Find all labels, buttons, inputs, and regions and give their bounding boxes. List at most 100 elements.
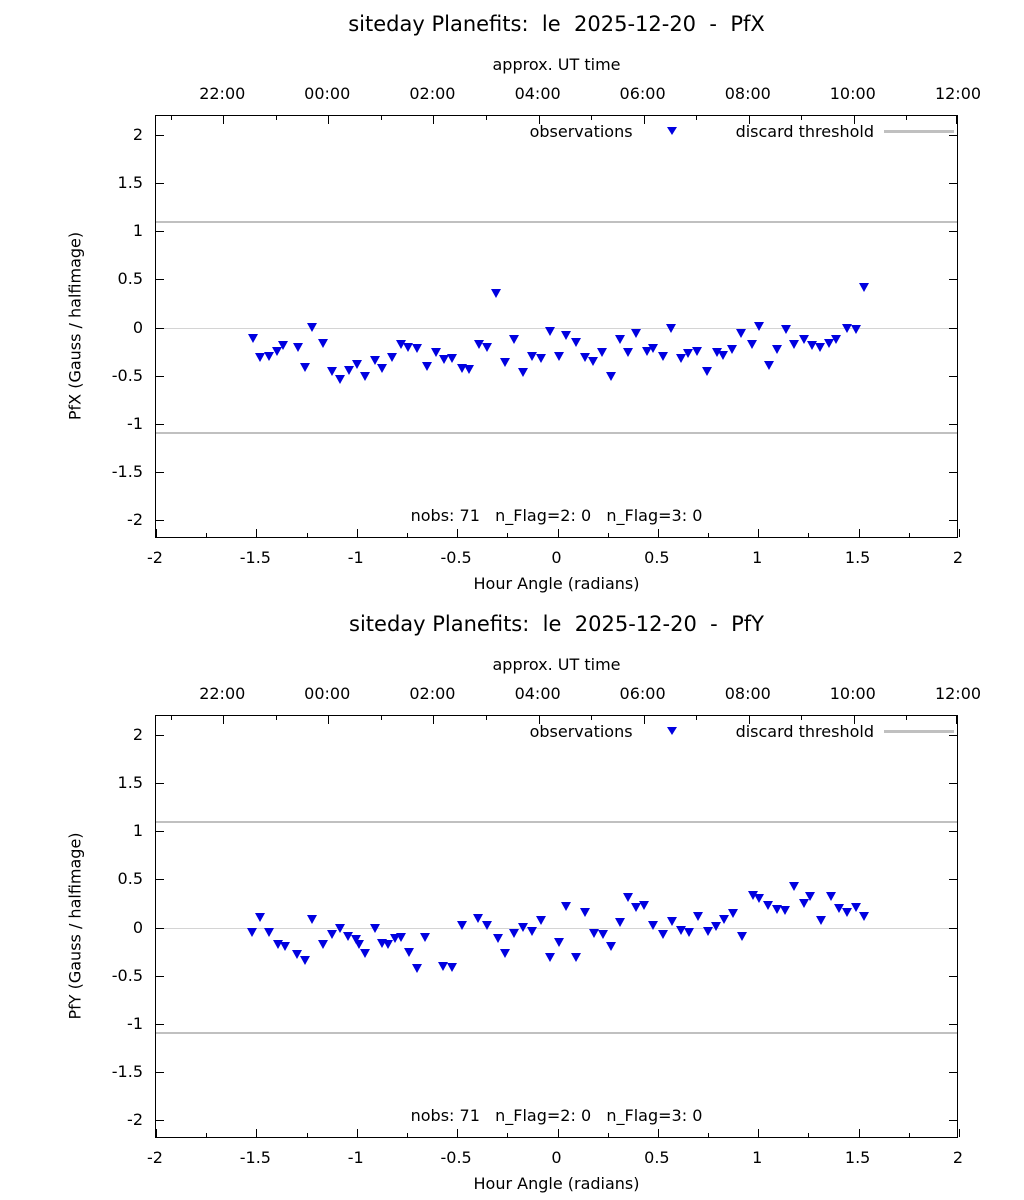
y-tick — [156, 279, 164, 281]
legend-observations-label: observations — [529, 121, 633, 141]
data-point — [263, 352, 274, 362]
data-point — [763, 901, 774, 911]
data-point — [482, 342, 493, 352]
x2-minor-tick — [275, 716, 277, 720]
y-tick-right — [949, 975, 957, 977]
data-point — [377, 938, 388, 948]
y-tick-right — [949, 735, 957, 737]
x2-minor-tick — [696, 116, 698, 120]
data-point — [354, 939, 365, 949]
y-tick — [156, 735, 164, 737]
data-point — [437, 961, 448, 971]
y-tick — [156, 927, 164, 929]
x2-tick-label: 08:00 — [724, 684, 771, 703]
x-tick — [557, 1129, 559, 1137]
y-tick-right — [949, 1119, 957, 1121]
data-point — [631, 903, 642, 913]
y-tick-right — [949, 231, 957, 233]
data-point — [369, 924, 380, 934]
triangle-down-icon — [666, 127, 678, 135]
data-point — [412, 963, 423, 973]
data-point — [430, 348, 441, 358]
data-point — [675, 354, 686, 364]
data-point — [842, 908, 853, 918]
data-point — [824, 338, 835, 348]
data-point — [676, 926, 687, 936]
data-point — [272, 346, 283, 356]
data-point — [736, 329, 747, 339]
x-tick-label: -0.5 — [440, 548, 472, 567]
legend: observations discard threshold — [530, 721, 954, 741]
data-point — [772, 905, 783, 915]
data-point — [851, 325, 862, 335]
legend-threshold-label: discard threshold — [735, 121, 874, 141]
x-tick — [657, 1129, 659, 1137]
x-tick-label: -1.5 — [239, 548, 271, 567]
data-point — [473, 913, 484, 923]
data-point — [693, 911, 704, 921]
data-point — [536, 354, 547, 364]
data-point — [351, 935, 362, 945]
pfy-chart: siteday Planefits: le 2025-12-20 - PfY a… — [0, 600, 1024, 1200]
pfx-chart: siteday Planefits: le 2025-12-20 - PfX a… — [66, 12, 982, 593]
data-point — [360, 371, 371, 381]
x-tick-label: 0 — [551, 548, 562, 567]
y-tick-right — [949, 519, 957, 521]
x2-tick — [328, 716, 330, 724]
data-point — [579, 908, 590, 918]
data-point — [499, 358, 510, 368]
data-point — [597, 930, 608, 940]
data-point — [307, 914, 318, 924]
data-point — [638, 901, 649, 911]
data-point — [614, 917, 625, 927]
data-point — [255, 353, 266, 363]
x-tick — [256, 529, 258, 537]
y-tick-right — [949, 375, 957, 377]
x-minor-tick — [808, 533, 810, 537]
data-point — [457, 363, 468, 373]
y-tick-label: -0.5 — [111, 365, 143, 385]
y-tick-label: 1 — [132, 221, 143, 241]
x2-tick — [538, 716, 540, 724]
x-tick-label: -2 — [147, 1148, 163, 1167]
data-point — [255, 912, 266, 922]
data-point — [446, 962, 457, 972]
y-tick — [156, 231, 164, 233]
data-point — [788, 882, 799, 892]
y-tick-label: 2 — [132, 725, 143, 745]
x2-tick-label: 02:00 — [409, 684, 456, 703]
data-point — [482, 920, 493, 930]
x2-tick-label: 08:00 — [724, 84, 771, 103]
x-tick-label: 1 — [752, 548, 763, 567]
data-point — [631, 329, 642, 339]
legend-observations-label: observations — [529, 721, 633, 741]
y-tick — [156, 879, 164, 881]
data-point — [703, 927, 714, 937]
y-tick-right — [949, 1071, 957, 1073]
y-tick-label: 0 — [132, 317, 143, 337]
data-point — [509, 929, 520, 939]
x-tick-label: 2 — [952, 1148, 964, 1167]
x2-tick-label: 04:00 — [514, 684, 561, 703]
x-minor-tick — [908, 1133, 910, 1137]
x-minor-tick — [306, 1133, 308, 1137]
x-minor-tick — [507, 533, 509, 537]
x-minor-tick — [808, 1133, 810, 1137]
x-minor-tick — [708, 533, 710, 537]
x-tick-label: 1.5 — [844, 548, 871, 567]
data-point — [842, 323, 853, 333]
data-point — [279, 941, 290, 951]
data-point — [419, 933, 430, 943]
data-point — [805, 891, 816, 901]
x-tick-label: 1.5 — [844, 1148, 871, 1167]
data-point — [263, 928, 274, 938]
x2-tick-label: 22:00 — [199, 84, 246, 103]
data-point — [781, 325, 792, 335]
threshold-line — [156, 432, 957, 435]
x-minor-tick — [708, 1133, 710, 1137]
y-tick-right — [949, 423, 957, 425]
x2-tick — [643, 716, 645, 724]
x2-tick-label: 06:00 — [619, 84, 666, 103]
data-point — [710, 921, 721, 931]
data-point — [360, 949, 371, 959]
